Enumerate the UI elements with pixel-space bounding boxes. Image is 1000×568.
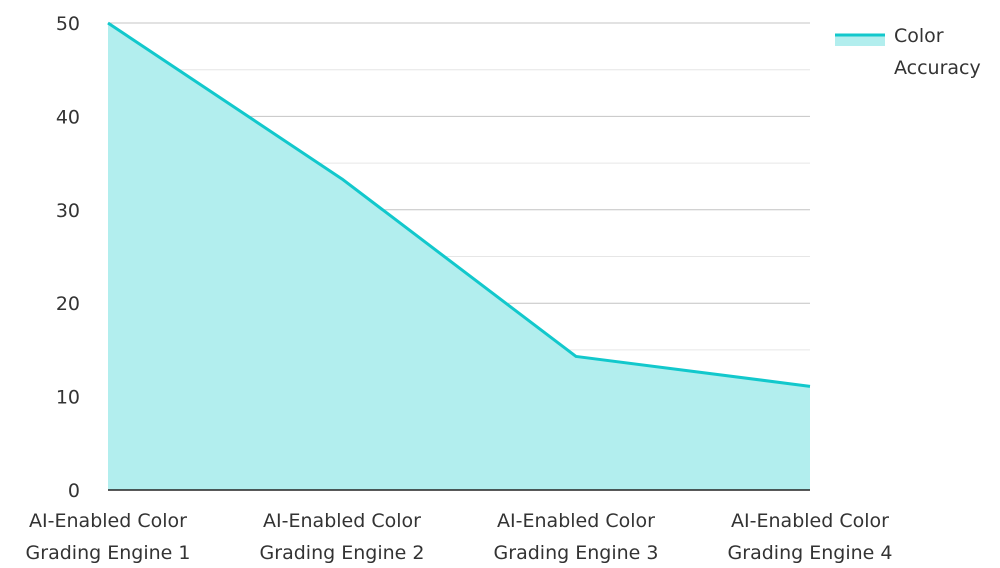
- y-tick-label: 30: [56, 200, 80, 222]
- y-tick-label: 0: [68, 480, 80, 502]
- y-tick-label: 10: [56, 387, 80, 409]
- y-tick-label: 20: [56, 293, 80, 315]
- y-tick-label: 40: [56, 106, 80, 128]
- y-tick-label: 50: [56, 13, 80, 35]
- y-axis-ticks: 0 10 20 30 40 50: [56, 13, 80, 502]
